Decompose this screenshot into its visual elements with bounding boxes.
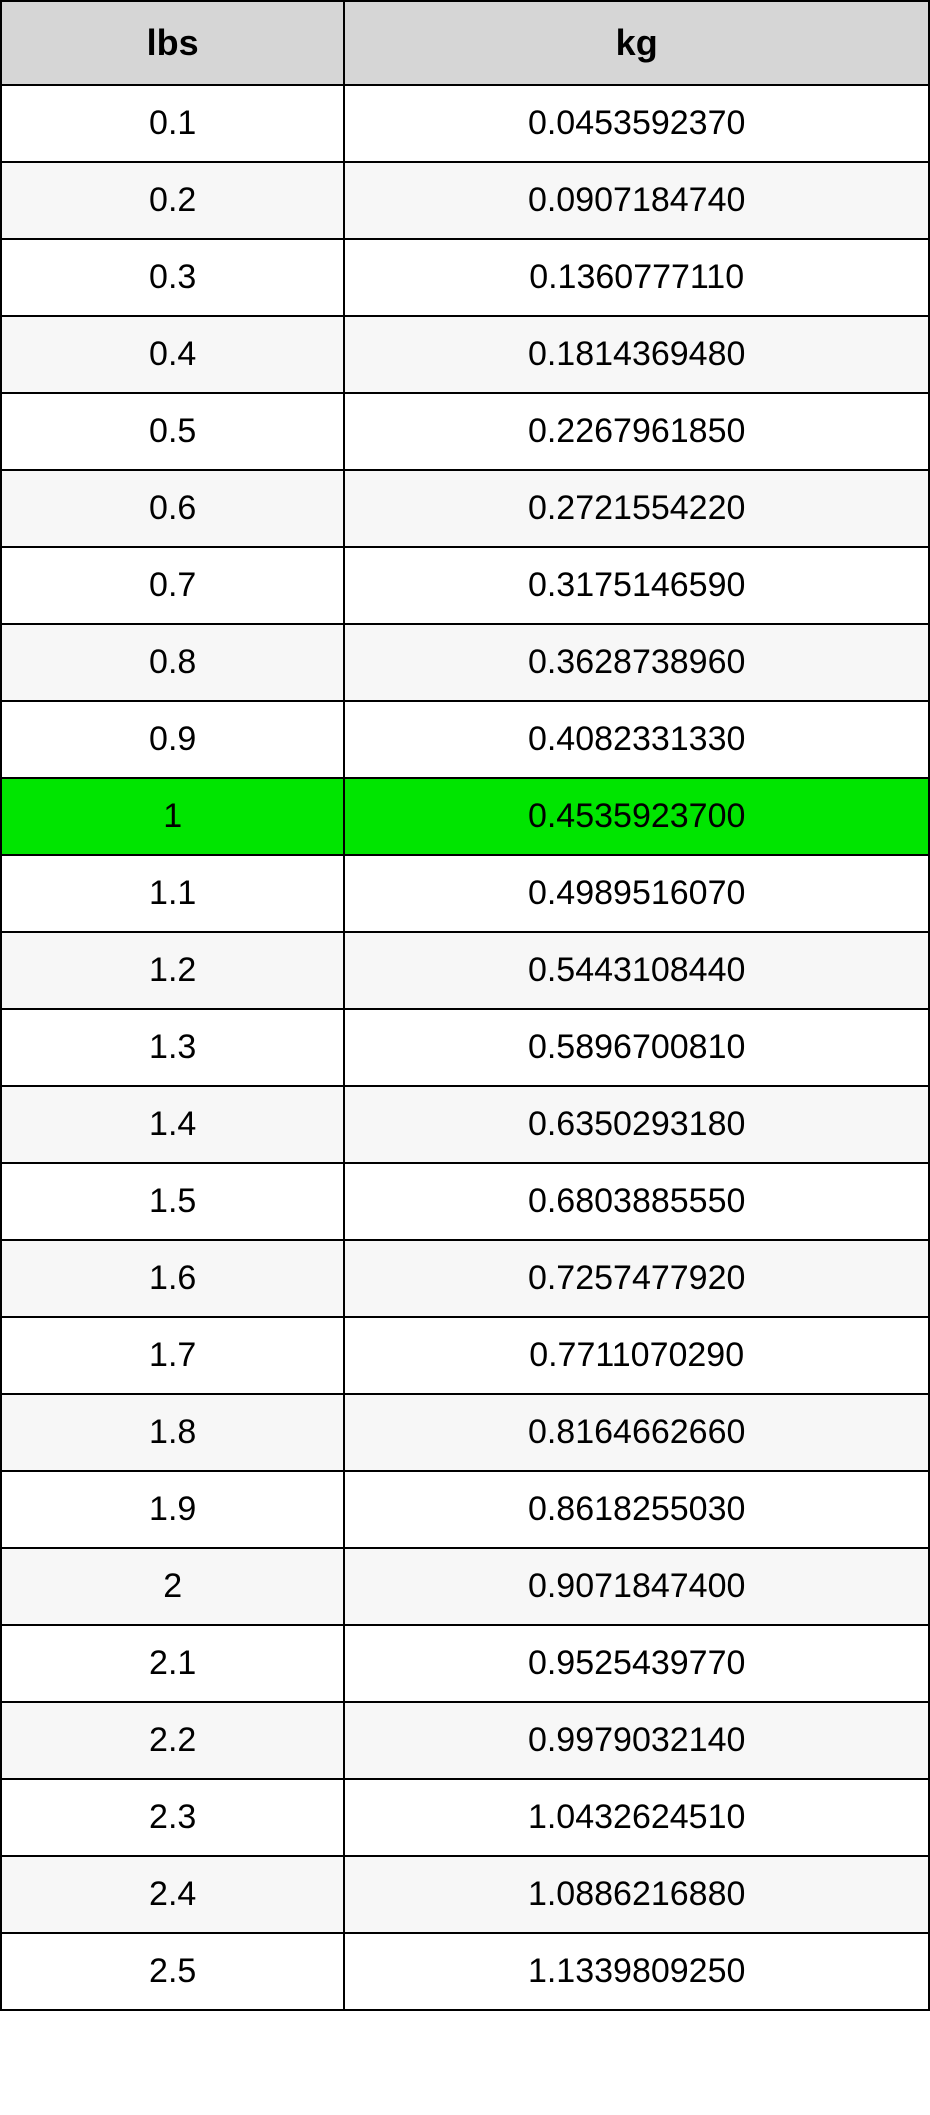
cell-kg: 0.2721554220 — [344, 470, 929, 547]
cell-lbs: 1.4 — [1, 1086, 344, 1163]
cell-lbs: 1.1 — [1, 855, 344, 932]
cell-lbs: 0.1 — [1, 85, 344, 162]
table-row: 1.2 0.5443108440 — [1, 932, 929, 1009]
table-row: 1.7 0.7711070290 — [1, 1317, 929, 1394]
cell-lbs: 2.3 — [1, 1779, 344, 1856]
table-row: 0.6 0.2721554220 — [1, 470, 929, 547]
cell-lbs: 1.2 — [1, 932, 344, 1009]
cell-kg: 0.6350293180 — [344, 1086, 929, 1163]
table-row: 1.6 0.7257477920 — [1, 1240, 929, 1317]
table-row: 2.3 1.0432624510 — [1, 1779, 929, 1856]
table-row: 1.9 0.8618255030 — [1, 1471, 929, 1548]
cell-kg: 0.2267961850 — [344, 393, 929, 470]
cell-kg: 0.9525439770 — [344, 1625, 929, 1702]
table-row: 2.2 0.9979032140 — [1, 1702, 929, 1779]
cell-kg: 0.7711070290 — [344, 1317, 929, 1394]
cell-lbs: 0.8 — [1, 624, 344, 701]
table-row: 2.5 1.1339809250 — [1, 1933, 929, 2010]
cell-lbs: 1.8 — [1, 1394, 344, 1471]
cell-lbs: 0.7 — [1, 547, 344, 624]
cell-kg: 0.0907184740 — [344, 162, 929, 239]
cell-kg: 0.0453592370 — [344, 85, 929, 162]
cell-kg: 0.5443108440 — [344, 932, 929, 1009]
cell-kg: 1.1339809250 — [344, 1933, 929, 2010]
cell-kg: 0.8618255030 — [344, 1471, 929, 1548]
table-row: 1.5 0.6803885550 — [1, 1163, 929, 1240]
cell-kg: 0.1360777110 — [344, 239, 929, 316]
table-row: 2.1 0.9525439770 — [1, 1625, 929, 1702]
table-row: 0.5 0.2267961850 — [1, 393, 929, 470]
table-row: 0.4 0.1814369480 — [1, 316, 929, 393]
cell-lbs: 1.3 — [1, 1009, 344, 1086]
cell-lbs: 1.7 — [1, 1317, 344, 1394]
cell-kg: 0.8164662660 — [344, 1394, 929, 1471]
cell-kg: 0.5896700810 — [344, 1009, 929, 1086]
column-header-kg: kg — [344, 1, 929, 85]
cell-lbs: 2.2 — [1, 1702, 344, 1779]
cell-lbs: 0.4 — [1, 316, 344, 393]
table-row: 0.7 0.3175146590 — [1, 547, 929, 624]
cell-kg: 1.0432624510 — [344, 1779, 929, 1856]
table-row: 2.4 1.0886216880 — [1, 1856, 929, 1933]
conversion-table: lbs kg 0.1 0.0453592370 0.2 0.0907184740… — [0, 0, 930, 2011]
table-row: 2 0.9071847400 — [1, 1548, 929, 1625]
table-row: 1.8 0.8164662660 — [1, 1394, 929, 1471]
table-row: 0.9 0.4082331330 — [1, 701, 929, 778]
cell-kg: 0.3628738960 — [344, 624, 929, 701]
conversion-table-container: lbs kg 0.1 0.0453592370 0.2 0.0907184740… — [0, 0, 930, 2011]
cell-kg: 0.1814369480 — [344, 316, 929, 393]
cell-kg: 0.6803885550 — [344, 1163, 929, 1240]
table-row: 1.4 0.6350293180 — [1, 1086, 929, 1163]
table-row: 0.2 0.0907184740 — [1, 162, 929, 239]
cell-lbs: 0.2 — [1, 162, 344, 239]
cell-lbs: 0.9 — [1, 701, 344, 778]
cell-lbs: 1.5 — [1, 1163, 344, 1240]
cell-lbs: 2 — [1, 1548, 344, 1625]
cell-lbs: 2.1 — [1, 1625, 344, 1702]
cell-lbs: 2.5 — [1, 1933, 344, 2010]
cell-kg: 0.4082331330 — [344, 701, 929, 778]
cell-kg: 1.0886216880 — [344, 1856, 929, 1933]
table-header-row: lbs kg — [1, 1, 929, 85]
cell-kg: 0.4535923700 — [344, 778, 929, 855]
table-body: 0.1 0.0453592370 0.2 0.0907184740 0.3 0.… — [1, 85, 929, 2010]
table-row-highlighted: 1 0.4535923700 — [1, 778, 929, 855]
table-row: 0.3 0.1360777110 — [1, 239, 929, 316]
cell-lbs: 1 — [1, 778, 344, 855]
cell-kg: 0.7257477920 — [344, 1240, 929, 1317]
cell-kg: 0.9071847400 — [344, 1548, 929, 1625]
cell-kg: 0.4989516070 — [344, 855, 929, 932]
cell-kg: 0.3175146590 — [344, 547, 929, 624]
column-header-lbs: lbs — [1, 1, 344, 85]
cell-lbs: 2.4 — [1, 1856, 344, 1933]
cell-kg: 0.9979032140 — [344, 1702, 929, 1779]
table-row: 1.3 0.5896700810 — [1, 1009, 929, 1086]
table-row: 0.8 0.3628738960 — [1, 624, 929, 701]
cell-lbs: 0.5 — [1, 393, 344, 470]
table-row: 1.1 0.4989516070 — [1, 855, 929, 932]
cell-lbs: 0.3 — [1, 239, 344, 316]
cell-lbs: 1.9 — [1, 1471, 344, 1548]
cell-lbs: 0.6 — [1, 470, 344, 547]
table-row: 0.1 0.0453592370 — [1, 85, 929, 162]
cell-lbs: 1.6 — [1, 1240, 344, 1317]
